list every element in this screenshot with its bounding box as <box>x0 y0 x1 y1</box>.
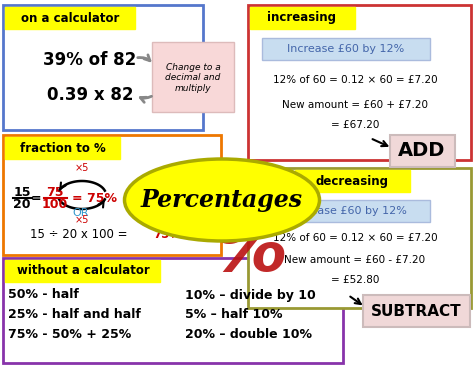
Text: ×5: ×5 <box>75 215 89 225</box>
Text: fraction to %: fraction to % <box>20 142 106 154</box>
FancyBboxPatch shape <box>3 5 203 130</box>
Text: Change to a
decimal and
multiply: Change to a decimal and multiply <box>165 63 221 93</box>
FancyBboxPatch shape <box>363 295 470 327</box>
FancyBboxPatch shape <box>250 7 355 29</box>
Text: = £67.20: = £67.20 <box>331 120 379 130</box>
Text: 39% of 82: 39% of 82 <box>44 51 137 69</box>
Text: 50% - half: 50% - half <box>8 288 79 302</box>
Text: OR: OR <box>72 208 89 218</box>
FancyBboxPatch shape <box>248 168 471 308</box>
Text: 20: 20 <box>13 198 31 210</box>
FancyBboxPatch shape <box>3 258 343 363</box>
FancyBboxPatch shape <box>295 170 410 192</box>
Text: SUBTRACT: SUBTRACT <box>371 303 461 318</box>
Text: = 75%: = 75% <box>72 191 117 205</box>
FancyBboxPatch shape <box>248 5 471 160</box>
Text: 75%: 75% <box>153 228 181 242</box>
Ellipse shape <box>125 159 319 241</box>
Text: 20% – double 10%: 20% – double 10% <box>185 329 312 341</box>
Text: 5% – half 10%: 5% – half 10% <box>185 309 283 321</box>
Text: 12% of 60 = 0.12 × 60 = £7.20: 12% of 60 = 0.12 × 60 = £7.20 <box>273 75 438 85</box>
Text: without a calculator: without a calculator <box>17 265 149 277</box>
Text: 15 ÷ 20 x 100 =: 15 ÷ 20 x 100 = <box>30 228 131 242</box>
Text: ADD: ADD <box>398 142 446 161</box>
Text: on a calculator: on a calculator <box>21 11 119 25</box>
FancyBboxPatch shape <box>5 7 135 29</box>
Text: =: = <box>31 191 41 205</box>
FancyBboxPatch shape <box>262 200 430 222</box>
FancyBboxPatch shape <box>152 42 234 112</box>
Text: 25% - half and half: 25% - half and half <box>8 309 141 321</box>
Text: decrease £60 by 12%: decrease £60 by 12% <box>285 206 406 216</box>
Text: ×5: ×5 <box>75 163 89 173</box>
Text: 10% – divide by 10: 10% – divide by 10 <box>185 288 316 302</box>
Text: 15: 15 <box>13 186 31 198</box>
FancyBboxPatch shape <box>390 135 455 167</box>
Text: Percentages: Percentages <box>141 188 303 212</box>
FancyBboxPatch shape <box>5 137 120 159</box>
Text: increasing: increasing <box>267 11 337 25</box>
Text: 100: 100 <box>42 198 68 210</box>
FancyBboxPatch shape <box>262 38 430 60</box>
Text: 75: 75 <box>46 186 64 198</box>
Text: New amount = £60 + £7.20: New amount = £60 + £7.20 <box>282 100 428 110</box>
FancyBboxPatch shape <box>3 135 221 255</box>
Text: decreasing: decreasing <box>316 175 389 187</box>
Text: %: % <box>212 213 288 287</box>
Text: 0.39 x 82: 0.39 x 82 <box>47 86 133 104</box>
Text: 75% - 50% + 25%: 75% - 50% + 25% <box>8 329 131 341</box>
Text: New amount = £60 - £7.20: New amount = £60 - £7.20 <box>284 255 426 265</box>
Text: 12% of 60 = 0.12 × 60 = £7.20: 12% of 60 = 0.12 × 60 = £7.20 <box>273 233 438 243</box>
Text: Increase £60 by 12%: Increase £60 by 12% <box>287 44 405 54</box>
FancyBboxPatch shape <box>5 260 160 282</box>
Text: = £52.80: = £52.80 <box>331 275 379 285</box>
